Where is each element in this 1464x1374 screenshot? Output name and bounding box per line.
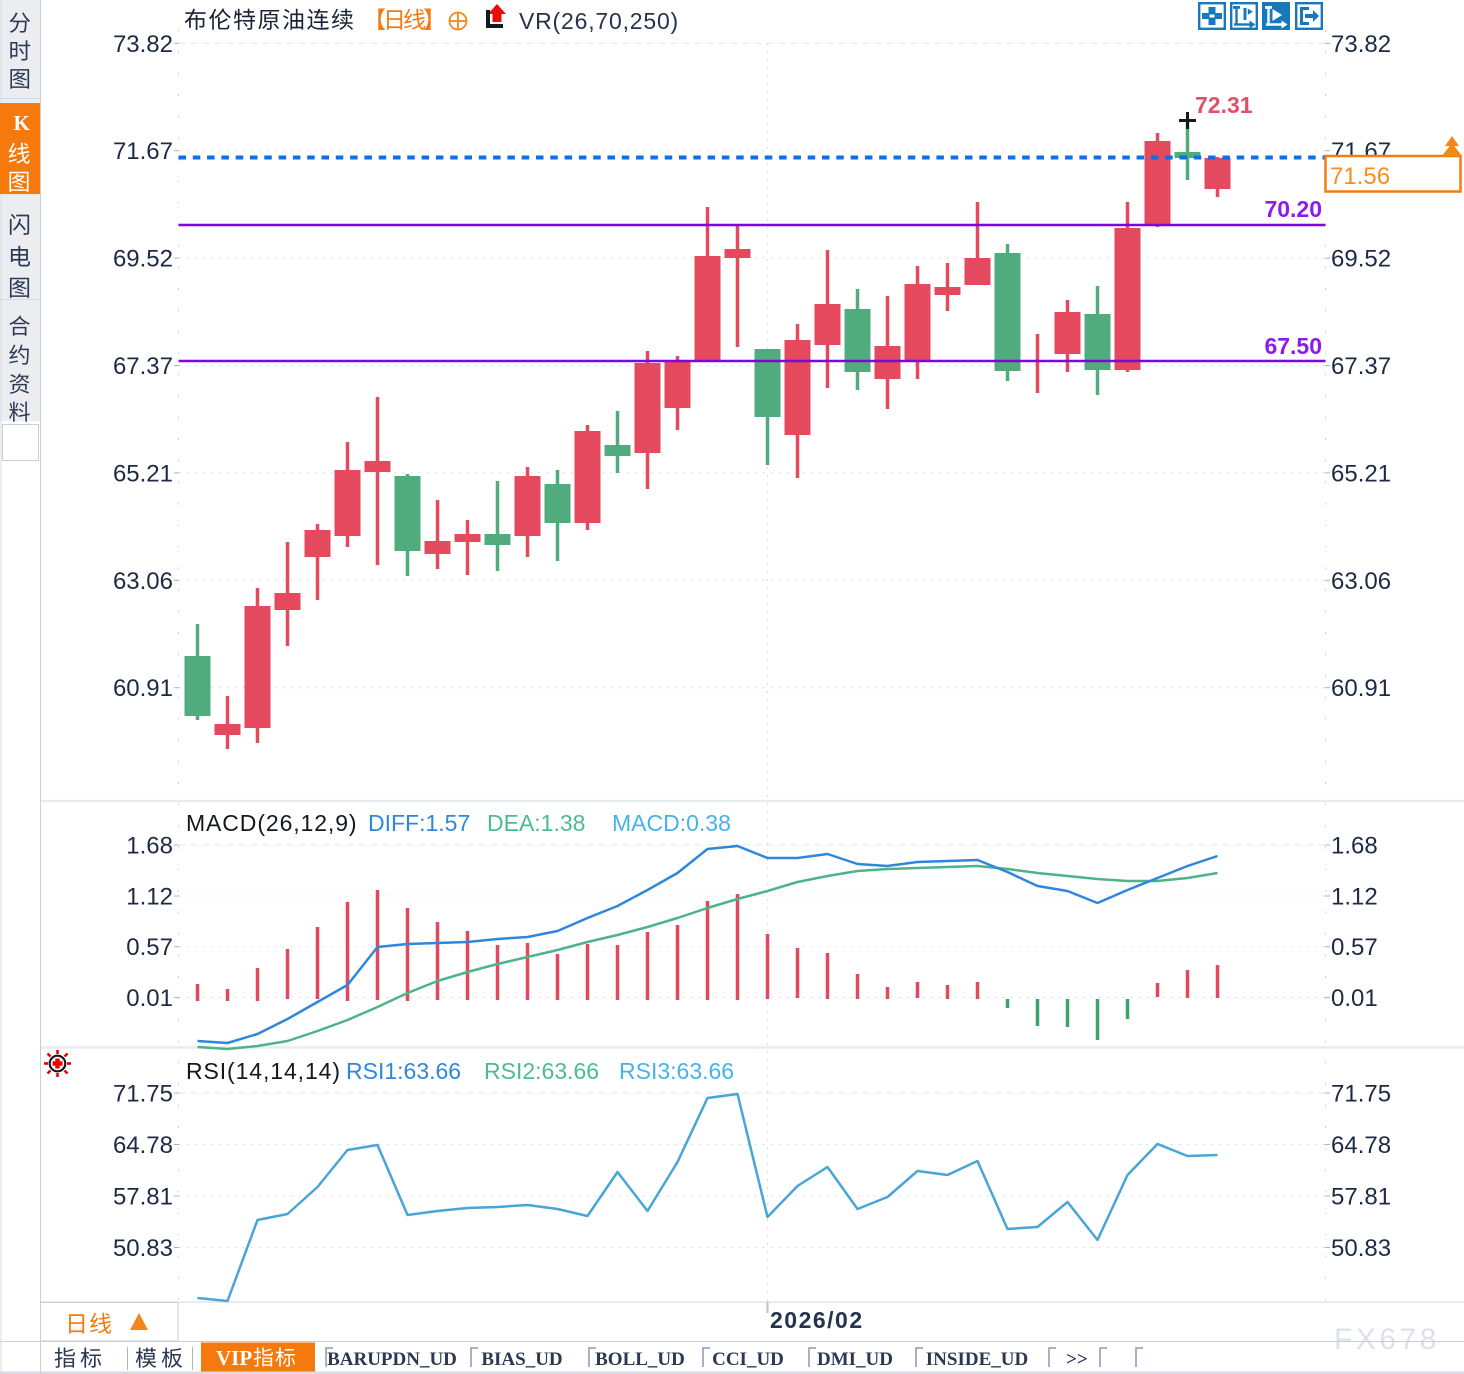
svg-text:73.82: 73.82 bbox=[1331, 31, 1391, 58]
svg-text:RSI(14,14,14): RSI(14,14,14) bbox=[186, 1058, 341, 1084]
svg-text:1.68: 1.68 bbox=[1331, 833, 1378, 860]
svg-text:63.06: 63.06 bbox=[113, 568, 173, 595]
svg-text:BOLL_UD: BOLL_UD bbox=[595, 1349, 685, 1370]
svg-text:0.01: 0.01 bbox=[1331, 985, 1378, 1012]
svg-text:K: K bbox=[14, 111, 31, 135]
svg-text:BARUPDN_UD: BARUPDN_UD bbox=[327, 1349, 457, 1370]
svg-text:0.57: 0.57 bbox=[126, 934, 173, 961]
svg-text:RSI3:63.66: RSI3:63.66 bbox=[619, 1058, 734, 1084]
svg-text:RSI2:63.66: RSI2:63.66 bbox=[484, 1058, 599, 1084]
svg-text:70.20: 70.20 bbox=[1264, 196, 1322, 222]
svg-text:1.68: 1.68 bbox=[126, 833, 173, 860]
svg-text:BIAS_UD: BIAS_UD bbox=[481, 1349, 562, 1370]
svg-text:50.83: 50.83 bbox=[113, 1235, 173, 1262]
svg-text:CCI_UD: CCI_UD bbox=[712, 1349, 784, 1370]
svg-text:DEA:1.38: DEA:1.38 bbox=[487, 810, 585, 836]
svg-text:71.75: 71.75 bbox=[113, 1081, 173, 1108]
svg-text:69.52: 69.52 bbox=[113, 246, 173, 273]
svg-text:71.67: 71.67 bbox=[113, 138, 173, 165]
svg-text:73.82: 73.82 bbox=[113, 31, 173, 58]
svg-text:DIFF:1.57: DIFF:1.57 bbox=[368, 810, 470, 836]
svg-text:VIP: VIP bbox=[216, 1346, 252, 1370]
svg-text:67.37: 67.37 bbox=[113, 353, 173, 380]
svg-text:65.21: 65.21 bbox=[113, 460, 173, 487]
svg-text:60.91: 60.91 bbox=[113, 675, 173, 702]
svg-text:64.78: 64.78 bbox=[113, 1132, 173, 1159]
svg-text:64.78: 64.78 bbox=[1331, 1132, 1391, 1159]
svg-text:72.31: 72.31 bbox=[1195, 92, 1253, 118]
svg-text:0.57: 0.57 bbox=[1331, 934, 1378, 961]
svg-text:0.01: 0.01 bbox=[126, 985, 173, 1012]
svg-text:57.81: 57.81 bbox=[1331, 1184, 1391, 1211]
svg-text:MACD(26,12,9): MACD(26,12,9) bbox=[186, 810, 357, 836]
svg-text:VR(26,70,250): VR(26,70,250) bbox=[519, 8, 679, 34]
svg-text:69.52: 69.52 bbox=[1331, 246, 1391, 273]
svg-text:63.06: 63.06 bbox=[1331, 568, 1391, 595]
svg-text:INSIDE_UD: INSIDE_UD bbox=[926, 1349, 1028, 1370]
svg-text:65.21: 65.21 bbox=[1331, 460, 1391, 487]
svg-text:FX678: FX678 bbox=[1334, 1323, 1440, 1356]
svg-text:1.12: 1.12 bbox=[126, 884, 173, 911]
svg-text:71.75: 71.75 bbox=[1331, 1081, 1391, 1108]
svg-text:MACD:0.38: MACD:0.38 bbox=[612, 810, 731, 836]
svg-text:2026/02: 2026/02 bbox=[770, 1307, 864, 1333]
svg-text:57.81: 57.81 bbox=[113, 1184, 173, 1211]
svg-text:67.50: 67.50 bbox=[1264, 333, 1322, 359]
svg-text:60.91: 60.91 bbox=[1331, 675, 1391, 702]
svg-text:71.56: 71.56 bbox=[1330, 163, 1390, 190]
svg-text:50.83: 50.83 bbox=[1331, 1235, 1391, 1262]
svg-text:>>: >> bbox=[1066, 1349, 1088, 1370]
svg-text:1.12: 1.12 bbox=[1331, 884, 1378, 911]
svg-text:DMI_UD: DMI_UD bbox=[817, 1349, 893, 1370]
svg-text:67.37: 67.37 bbox=[1331, 353, 1391, 380]
svg-text:RSI1:63.66: RSI1:63.66 bbox=[346, 1058, 461, 1084]
